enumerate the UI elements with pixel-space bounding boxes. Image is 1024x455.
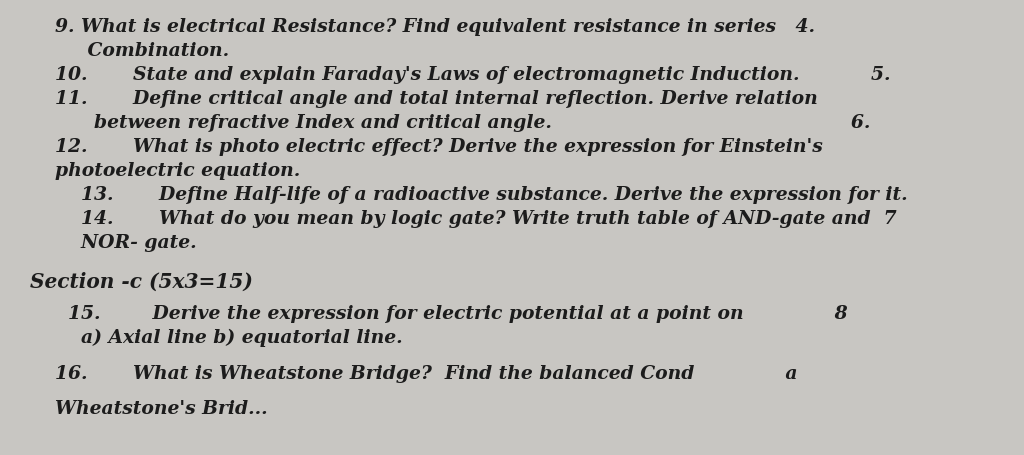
Text: photoelectric equation.: photoelectric equation. bbox=[55, 162, 300, 180]
Text: 15.        Derive the expression for electric potential at a point on           : 15. Derive the expression for electric p… bbox=[55, 304, 848, 322]
Text: 16.       What is Wheatstone Bridge?  Find the balanced Cond              a: 16. What is Wheatstone Bridge? Find the … bbox=[55, 364, 798, 382]
Text: 14.       What do you mean by logic gate? Write truth table of AND-gate and  7: 14. What do you mean by logic gate? Writ… bbox=[55, 210, 897, 228]
Text: Section -c (5x3=15): Section -c (5x3=15) bbox=[30, 271, 253, 291]
Text: NOR- gate.: NOR- gate. bbox=[55, 233, 197, 252]
Text: Wheatstone's Brid...: Wheatstone's Brid... bbox=[55, 399, 267, 417]
Text: 11.       Define critical angle and total internal reflection. Derive relation: 11. Define critical angle and total inte… bbox=[55, 90, 818, 108]
Text: 10.       State and explain Faraday's Laws of electromagnetic Induction.        : 10. State and explain Faraday's Laws of … bbox=[55, 66, 891, 84]
Text: 9. What is electrical Resistance? Find equivalent resistance in series   4.: 9. What is electrical Resistance? Find e… bbox=[55, 18, 815, 36]
Text: 13.       Define Half-life of a radioactive substance. Derive the expression for: 13. Define Half-life of a radioactive su… bbox=[55, 186, 907, 203]
Text: a) Axial line b) equatorial line.: a) Axial line b) equatorial line. bbox=[55, 328, 402, 347]
Text: Combination.: Combination. bbox=[55, 42, 229, 60]
Text: 12.       What is photo electric effect? Derive the expression for Einstein's: 12. What is photo electric effect? Deriv… bbox=[55, 138, 822, 156]
Text: between refractive Index and critical angle.                                    : between refractive Index and critical an… bbox=[55, 114, 870, 131]
